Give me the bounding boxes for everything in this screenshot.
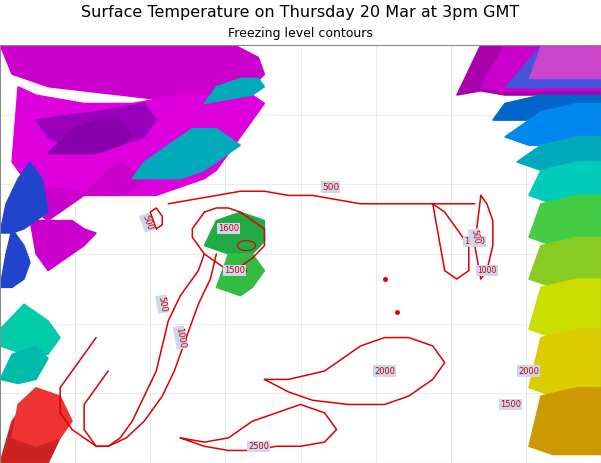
Polygon shape (132, 129, 240, 179)
Polygon shape (481, 45, 601, 91)
Polygon shape (0, 346, 48, 383)
Polygon shape (505, 45, 601, 87)
Text: 500: 500 (156, 295, 168, 313)
Text: 1000: 1000 (477, 266, 496, 275)
Polygon shape (529, 162, 601, 204)
Text: 2500: 2500 (248, 442, 269, 451)
Polygon shape (457, 45, 601, 95)
Polygon shape (529, 45, 601, 78)
Text: 500: 500 (140, 213, 154, 232)
Text: 500: 500 (469, 229, 480, 245)
Polygon shape (0, 162, 48, 233)
Polygon shape (0, 304, 60, 354)
Polygon shape (24, 162, 144, 220)
Polygon shape (529, 237, 601, 288)
Text: Freezing level contours: Freezing level contours (228, 27, 373, 40)
Polygon shape (204, 78, 264, 103)
Polygon shape (204, 212, 264, 254)
Polygon shape (48, 120, 132, 154)
Polygon shape (517, 137, 601, 170)
Polygon shape (529, 195, 601, 245)
Text: 1600: 1600 (218, 225, 239, 233)
Polygon shape (216, 254, 264, 296)
Text: 500: 500 (322, 182, 339, 192)
Text: 1500: 1500 (224, 266, 245, 275)
Text: 1000: 1000 (465, 237, 485, 246)
Polygon shape (36, 103, 156, 150)
Polygon shape (493, 95, 601, 120)
Text: 1500: 1500 (501, 400, 521, 409)
Polygon shape (529, 329, 601, 396)
Polygon shape (529, 388, 601, 455)
Polygon shape (505, 103, 601, 145)
Text: 2000: 2000 (519, 367, 539, 375)
Polygon shape (0, 45, 264, 99)
Text: 1000: 1000 (174, 326, 186, 349)
Polygon shape (12, 388, 72, 446)
Polygon shape (529, 279, 601, 338)
Polygon shape (0, 229, 30, 288)
Text: 2000: 2000 (374, 367, 395, 375)
Polygon shape (12, 87, 264, 195)
Text: Surface Temperature on Thursday 20 Mar at 3pm GMT: Surface Temperature on Thursday 20 Mar a… (81, 5, 520, 20)
Polygon shape (30, 220, 96, 271)
Polygon shape (0, 405, 60, 463)
